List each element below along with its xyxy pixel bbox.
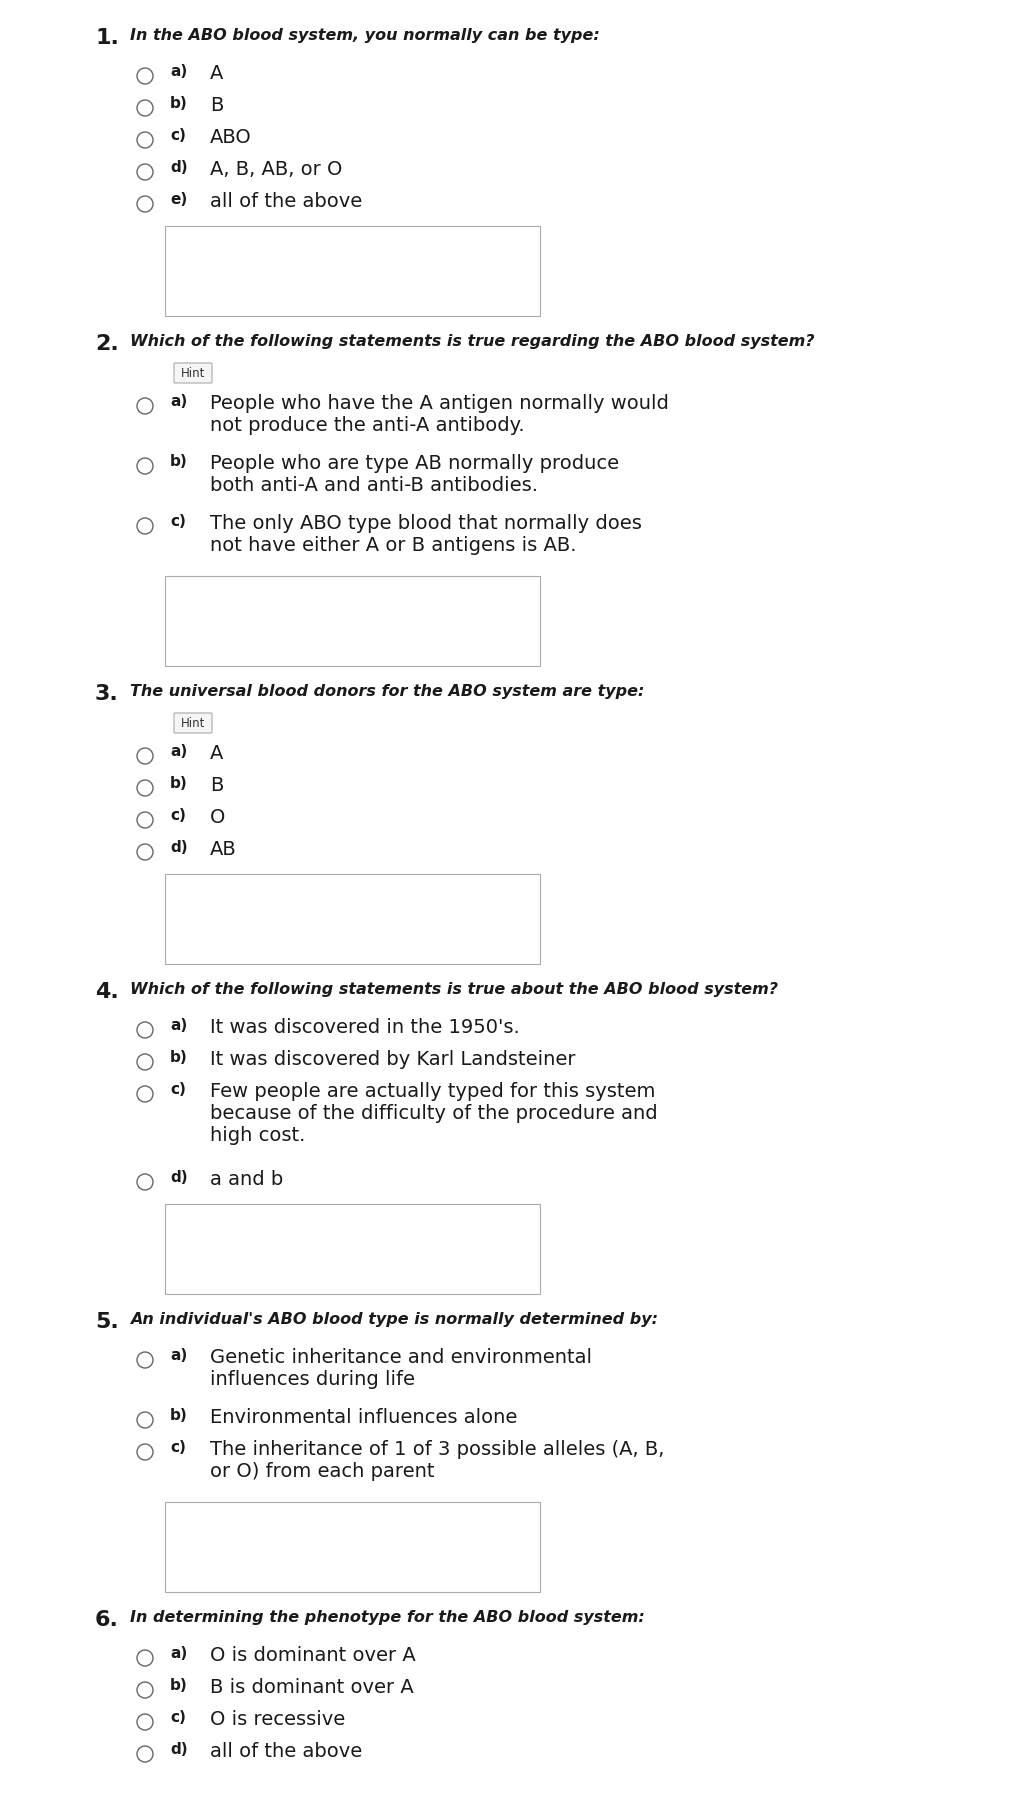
Text: Hint: Hint bbox=[181, 716, 205, 729]
Text: It was discovered in the 1950's.: It was discovered in the 1950's. bbox=[210, 1018, 520, 1038]
Bar bbox=[165, 225, 540, 316]
Bar bbox=[165, 874, 540, 965]
Text: The universal blood donors for the ABO system are type:: The universal blood donors for the ABO s… bbox=[130, 683, 644, 700]
Text: Environmental influences alone: Environmental influences alone bbox=[210, 1408, 517, 1426]
Text: It was discovered by Karl Landsteiner: It was discovered by Karl Landsteiner bbox=[210, 1050, 575, 1068]
Text: a): a) bbox=[170, 1348, 187, 1363]
Text: a): a) bbox=[170, 1646, 187, 1661]
Text: Which of the following statements is true about the ABO blood system?: Which of the following statements is tru… bbox=[130, 981, 778, 998]
Text: b): b) bbox=[170, 96, 187, 111]
Text: In the ABO blood system, you normally can be type:: In the ABO blood system, you normally ca… bbox=[130, 27, 600, 44]
Text: A: A bbox=[210, 743, 223, 763]
Text: Genetic inheritance and environmental
influences during life: Genetic inheritance and environmental in… bbox=[210, 1348, 592, 1388]
Text: 3.: 3. bbox=[95, 683, 119, 703]
Text: a): a) bbox=[170, 743, 187, 760]
Text: c): c) bbox=[170, 1710, 186, 1724]
Bar bbox=[165, 576, 540, 667]
Text: c): c) bbox=[170, 1441, 186, 1455]
Text: In determining the phenotype for the ABO blood system:: In determining the phenotype for the ABO… bbox=[130, 1610, 645, 1624]
Text: An individual's ABO blood type is normally determined by:: An individual's ABO blood type is normal… bbox=[130, 1312, 658, 1326]
Text: b): b) bbox=[170, 454, 187, 469]
Text: The only ABO type blood that normally does
not have either A or B antigens is AB: The only ABO type blood that normally do… bbox=[210, 514, 642, 554]
Text: e): e) bbox=[170, 193, 187, 207]
Text: Few people are actually typed for this system
because of the difficulty of the p: Few people are actually typed for this s… bbox=[210, 1081, 657, 1145]
Bar bbox=[165, 1205, 540, 1294]
Bar bbox=[165, 1503, 540, 1592]
Text: c): c) bbox=[170, 514, 186, 529]
Text: a): a) bbox=[170, 394, 187, 409]
Text: A, B, AB, or O: A, B, AB, or O bbox=[210, 160, 342, 180]
Text: a and b: a and b bbox=[210, 1170, 284, 1188]
Text: 1.: 1. bbox=[95, 27, 119, 47]
FancyBboxPatch shape bbox=[174, 712, 212, 732]
Text: B: B bbox=[210, 776, 223, 796]
Text: b): b) bbox=[170, 776, 187, 790]
Text: c): c) bbox=[170, 809, 186, 823]
FancyBboxPatch shape bbox=[174, 363, 212, 383]
Text: all of the above: all of the above bbox=[210, 193, 362, 211]
Text: 4.: 4. bbox=[95, 981, 119, 1001]
Text: O: O bbox=[210, 809, 225, 827]
Text: The inheritance of 1 of 3 possible alleles (A, B,
or O) from each parent: The inheritance of 1 of 3 possible allel… bbox=[210, 1441, 665, 1481]
Text: b): b) bbox=[170, 1408, 187, 1423]
Text: b): b) bbox=[170, 1679, 187, 1693]
Text: B: B bbox=[210, 96, 223, 114]
Text: ABO: ABO bbox=[210, 127, 252, 147]
Text: b): b) bbox=[170, 1050, 187, 1065]
Text: d): d) bbox=[170, 839, 187, 856]
Text: a): a) bbox=[170, 1018, 187, 1034]
Text: d): d) bbox=[170, 160, 187, 174]
Text: all of the above: all of the above bbox=[210, 1743, 362, 1761]
Text: People who have the A antigen normally would
not produce the anti-A antibody.: People who have the A antigen normally w… bbox=[210, 394, 669, 434]
Text: Which of the following statements is true regarding the ABO blood system?: Which of the following statements is tru… bbox=[130, 334, 814, 349]
Text: B is dominant over A: B is dominant over A bbox=[210, 1679, 414, 1697]
Text: c): c) bbox=[170, 1081, 186, 1097]
Text: O is recessive: O is recessive bbox=[210, 1710, 345, 1730]
Text: People who are type AB normally produce
both anti-A and anti-B antibodies.: People who are type AB normally produce … bbox=[210, 454, 620, 494]
Text: c): c) bbox=[170, 127, 186, 144]
Text: Hint: Hint bbox=[181, 367, 205, 380]
Text: O is dominant over A: O is dominant over A bbox=[210, 1646, 416, 1664]
Text: A: A bbox=[210, 64, 223, 84]
Text: d): d) bbox=[170, 1743, 187, 1757]
Text: 6.: 6. bbox=[95, 1610, 119, 1630]
Text: d): d) bbox=[170, 1170, 187, 1185]
Text: a): a) bbox=[170, 64, 187, 78]
Text: AB: AB bbox=[210, 839, 237, 859]
Text: 5.: 5. bbox=[95, 1312, 119, 1332]
Text: 2.: 2. bbox=[95, 334, 119, 354]
